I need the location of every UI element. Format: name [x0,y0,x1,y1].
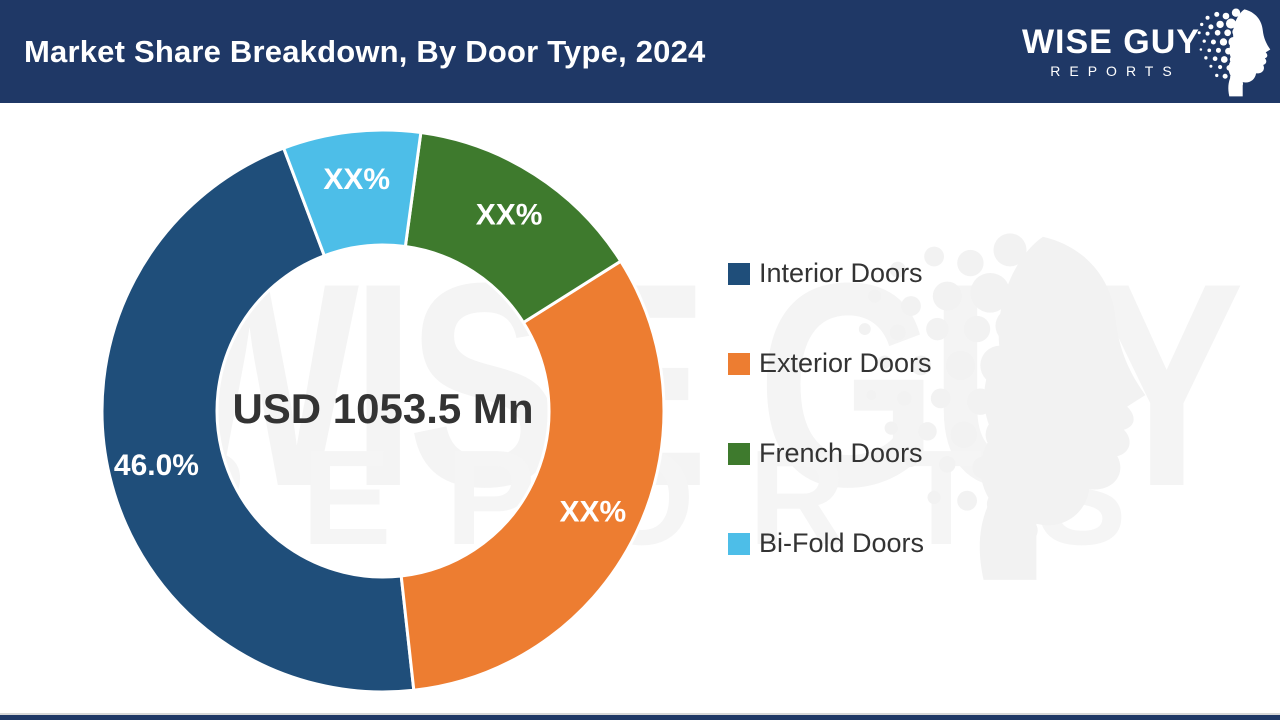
legend-label-bifold-doors: Bi-Fold Doors [759,528,925,558]
donut-center-label: USD 1053.5 Mn [232,385,534,432]
bottom-divider-line [0,713,1280,715]
header-bar: Market Share Breakdown, By Door Type, 20… [0,0,1280,103]
donut-slice-exterior-doors [399,259,666,692]
donut-slice-interior-doors [100,146,416,694]
slice-value-label-french-doors: XX% [476,199,543,232]
donut-slice-bi-fold-doors [282,128,423,258]
legend-swatch-interior-doors [728,262,750,285]
legend-swatch-french-doors [728,442,750,465]
legend-label-french-doors: French Doors [759,438,923,468]
slice-value-label-interior-doors: 46.0% [114,449,199,482]
legend-swatch-exterior-doors [728,352,750,375]
legend-swatch-bifold-doors [728,532,750,555]
slice-value-label-bi-fold-doors: XX% [323,163,390,196]
legend-item-bifold-doors: Bi-Fold Doors [728,528,924,559]
legend-item-exterior-doors: Exterior Doors [728,348,932,379]
wise-guy-reports-logo: WISE GUY REPORTS [1022,4,1280,100]
logo-head-icon [1197,8,1271,97]
bottom-accent-bar [0,715,1280,720]
page-title: Market Share Breakdown, By Door Type, 20… [24,33,706,69]
legend-label-exterior-doors: Exterior Doors [759,348,932,378]
logo-text: WISE GUY REPORTS [1022,25,1200,79]
legend-label-interior-doors: Interior Doors [759,258,923,288]
legend-item-french-doors: French Doors [728,438,923,469]
logo-wiseguy-text: WISE GUY [1021,23,1200,61]
legend-item-interior-doors: Interior Doors [728,258,923,289]
slice-value-label-exterior-doors: XX% [560,496,627,529]
logo-reports-text: REPORTS [1050,63,1181,79]
